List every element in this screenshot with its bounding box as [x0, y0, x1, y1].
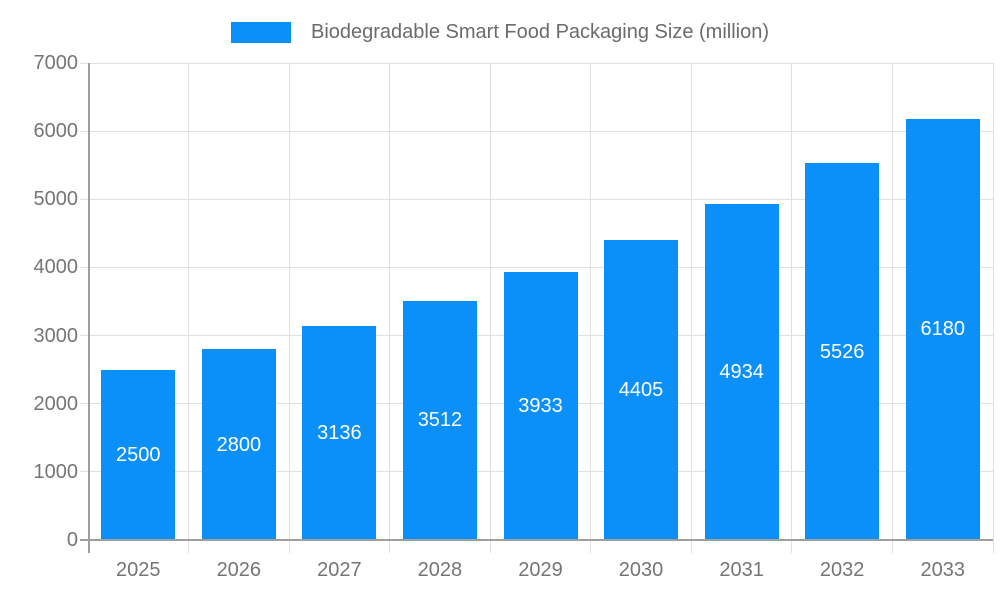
legend-label: Biodegradable Smart Food Packaging Size …	[310, 21, 769, 43]
gridline-vertical	[690, 63, 692, 553]
y-axis-tick	[80, 130, 88, 132]
y-axis-tick	[80, 198, 88, 200]
y-axis-tick-label: 5000	[33, 188, 79, 211]
gridline-vertical	[791, 63, 793, 553]
y-axis-tick	[80, 335, 88, 337]
bar: 3136	[302, 326, 377, 540]
bar: 2500	[101, 369, 176, 540]
bar-value-label: 2500	[116, 443, 161, 466]
bar: 3512	[402, 300, 477, 540]
gridline-vertical	[891, 63, 893, 553]
y-axis-tick	[80, 266, 88, 268]
bar-value-label: 5526	[819, 340, 865, 363]
gridline-vertical	[288, 63, 290, 553]
gridline-horizontal	[88, 266, 993, 268]
gridline-vertical	[489, 63, 491, 553]
bar: 6180	[905, 118, 980, 540]
gridline-vertical	[590, 63, 592, 553]
gridline-horizontal	[88, 130, 993, 132]
gridline-horizontal	[88, 198, 993, 200]
y-axis-tick-label: 7000	[33, 52, 79, 74]
y-axis-tick-label: 3000	[33, 324, 79, 347]
y-axis-tick-label: 4000	[33, 256, 79, 279]
y-axis-tick-label: 0	[66, 529, 78, 551]
bar-value-label: 3512	[417, 409, 463, 432]
bar: 4405	[604, 239, 679, 540]
gridline-vertical	[188, 63, 190, 553]
bar-value-label: 4934	[719, 360, 764, 383]
y-axis-tick-label: 2000	[33, 392, 79, 415]
bar-value-label: 4405	[618, 378, 664, 401]
y-axis-tick-label: 6000	[33, 120, 79, 143]
x-axis-tick-label: 2029	[518, 559, 563, 581]
x-axis-tick-label: 2032	[819, 559, 865, 581]
x-axis-tick-label: 2030	[618, 559, 664, 581]
legend-swatch	[230, 22, 291, 43]
x-axis-tick-label: 2031	[719, 559, 764, 581]
y-axis-tick	[80, 471, 88, 473]
bar: 2800	[201, 349, 276, 540]
bar-value-label: 2800	[216, 433, 262, 456]
gridline-vertical	[389, 63, 391, 553]
y-axis-line	[88, 63, 90, 553]
x-axis-tick-label: 2026	[216, 559, 262, 581]
plot-area: 2500 2800 3136 3512 3933 4405 4934 5526 6180	[80, 62, 994, 553]
legend: Biodegradable Smart Food Packaging Size …	[0, 21, 1000, 44]
bar-value-label: 6180	[920, 318, 965, 341]
x-axis-line	[80, 539, 993, 541]
gridline-vertical	[992, 63, 994, 553]
bar-value-label: 3136	[317, 422, 362, 445]
bar: 3933	[503, 271, 578, 540]
x-axis-tick-label: 2033	[920, 559, 965, 581]
bar: 5526	[805, 163, 880, 540]
y-axis-tick	[80, 62, 88, 64]
gridline-horizontal	[88, 62, 993, 64]
bar: 4934	[704, 203, 779, 540]
bar-value-label: 3933	[518, 394, 563, 417]
y-axis-tick	[80, 403, 88, 405]
x-axis-tick-label: 2028	[417, 559, 463, 581]
x-axis-tick-label: 2027	[317, 559, 362, 581]
y-axis-tick-label: 1000	[33, 460, 79, 483]
x-axis-tick-label: 2025	[116, 559, 161, 581]
